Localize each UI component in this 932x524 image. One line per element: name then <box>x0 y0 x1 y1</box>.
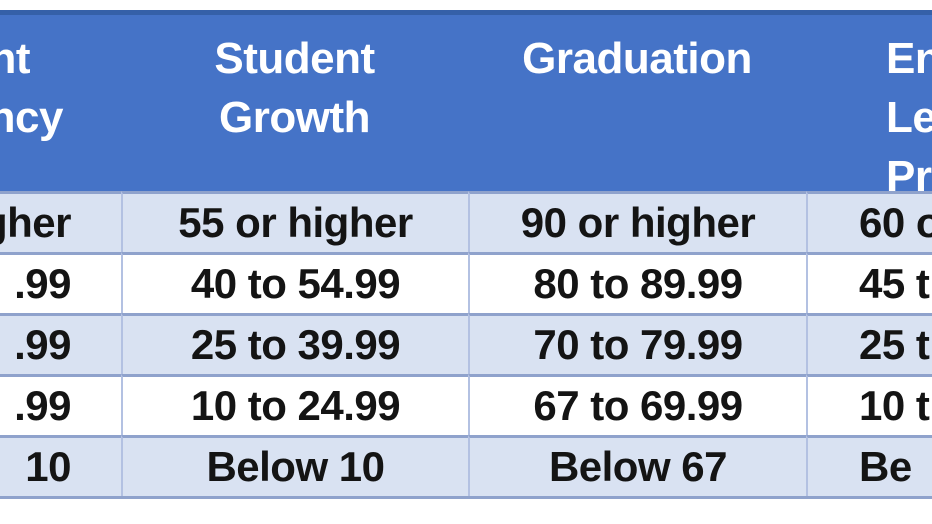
cell-row5-col1: 10 <box>0 435 121 496</box>
cell-row3-student-growth: 25 to 39.99 <box>121 313 468 374</box>
header-cell-student-growth: Student Growth <box>121 15 468 191</box>
cell-row2-student-growth: 40 to 54.99 <box>121 252 468 313</box>
cell-row1-col4: 60 o <box>806 191 932 252</box>
cell-row2-col4: 45 t <box>806 252 932 313</box>
cell-row5-col4: Be <box>806 435 932 496</box>
cell-row1-graduation: 90 or higher <box>468 191 806 252</box>
header-cell-english-learner-partial: En Le Pr <box>806 15 932 201</box>
cell-row4-col4: 10 t <box>806 374 932 435</box>
cell-row5-student-growth: Below 10 <box>121 435 468 496</box>
header-line: nt <box>0 34 31 83</box>
cell-row4-student-growth: 10 to 24.99 <box>121 374 468 435</box>
cell-row1-student-growth: 55 or higher <box>121 191 468 252</box>
cell-row3-col1: .99 <box>0 313 121 374</box>
header-cell-graduation: Graduation <box>468 15 806 191</box>
header-cell-student-proficiency-partial: nt ncy <box>0 15 121 191</box>
header-line: Growth <box>219 93 370 142</box>
cell-row4-col1: .99 <box>0 374 121 435</box>
header-line: En <box>886 34 932 83</box>
header-line: ncy <box>0 93 64 142</box>
cell-row3-col4: 25 t <box>806 313 932 374</box>
header-line: Student <box>214 34 375 83</box>
cell-row2-col1: .99 <box>0 252 121 313</box>
header-line: Le <box>886 93 932 142</box>
cell-row5-graduation: Below 67 <box>468 435 806 496</box>
cell-row4-graduation: 67 to 69.99 <box>468 374 806 435</box>
cell-row2-graduation: 80 to 89.99 <box>468 252 806 313</box>
cell-row1-col1: gher <box>0 191 121 252</box>
score-range-table: nt ncy Student Growth Graduation En Le P… <box>0 10 932 499</box>
cell-row3-graduation: 70 to 79.99 <box>468 313 806 374</box>
header-line: Graduation <box>522 34 752 83</box>
